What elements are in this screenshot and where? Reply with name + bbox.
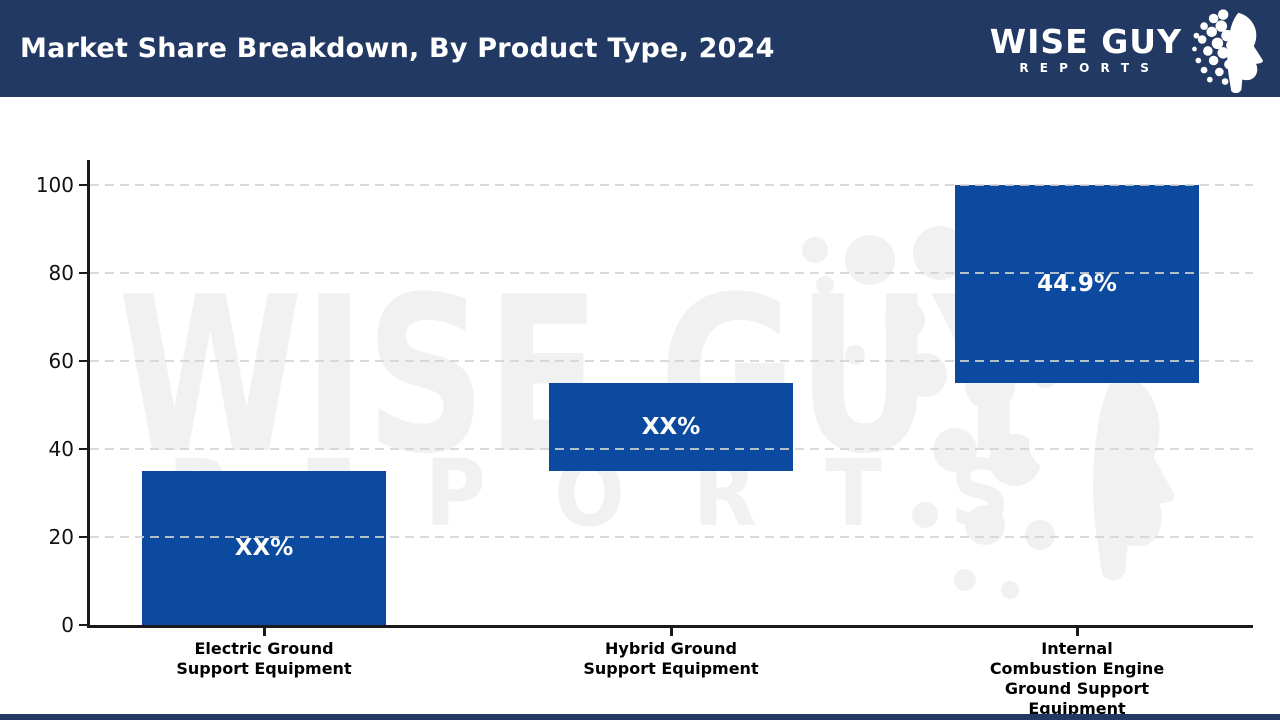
y-tick-label: 80 bbox=[48, 261, 74, 285]
x-axis-category-label: Electric Ground Support Equipment bbox=[176, 639, 352, 678]
wiseguy-face-icon bbox=[1192, 9, 1263, 93]
x-axis-line bbox=[87, 625, 1253, 628]
x-tick-mark bbox=[262, 628, 266, 636]
y-tick-mark bbox=[79, 360, 87, 362]
x-tick-mark bbox=[1075, 628, 1079, 636]
bar-segment: XX% bbox=[142, 470, 386, 625]
y-tick-mark bbox=[79, 184, 87, 186]
logo-wordmark: WISE GUY bbox=[989, 21, 1182, 61]
header-bar: Market Share Breakdown, By Product Type,… bbox=[0, 0, 1280, 97]
y-tick-mark bbox=[79, 536, 87, 538]
y-tick-mark bbox=[79, 272, 87, 274]
gridline bbox=[90, 360, 1253, 362]
y-tick-label: 60 bbox=[48, 349, 74, 373]
gridline bbox=[90, 448, 1253, 450]
bar-value-label: 44.9% bbox=[1037, 270, 1117, 297]
y-tick-mark bbox=[79, 448, 87, 450]
y-tick-label: 100 bbox=[35, 173, 74, 197]
watermark-face-profile bbox=[1029, 370, 1175, 580]
gridline bbox=[90, 272, 1253, 274]
page-title: Market Share Breakdown, By Product Type,… bbox=[20, 33, 775, 64]
bar-value-label: XX% bbox=[641, 413, 701, 440]
bar-value-label: XX% bbox=[234, 534, 294, 561]
x-tick-mark bbox=[669, 628, 673, 636]
gridline bbox=[90, 184, 1253, 186]
y-tick-mark bbox=[79, 624, 87, 626]
gridline bbox=[90, 536, 1253, 538]
x-axis-category-label: Internal Combustion Engine Ground Support E… bbox=[989, 639, 1165, 718]
x-axis-category-label: Hybrid Ground Support Equipment bbox=[583, 639, 759, 678]
logo-subtext: R E P O R T S bbox=[1019, 61, 1153, 76]
bar-segment: XX% bbox=[549, 382, 793, 471]
y-axis-line bbox=[87, 160, 90, 628]
wiseguy-logo: WISE GUY R E P O R T S bbox=[990, 6, 1268, 94]
bar-segment: 44.9% bbox=[955, 185, 1199, 383]
footer-bar bbox=[0, 714, 1280, 720]
y-tick-label: 20 bbox=[48, 525, 74, 549]
y-tick-label: 0 bbox=[61, 613, 74, 637]
y-tick-label: 40 bbox=[48, 437, 74, 461]
